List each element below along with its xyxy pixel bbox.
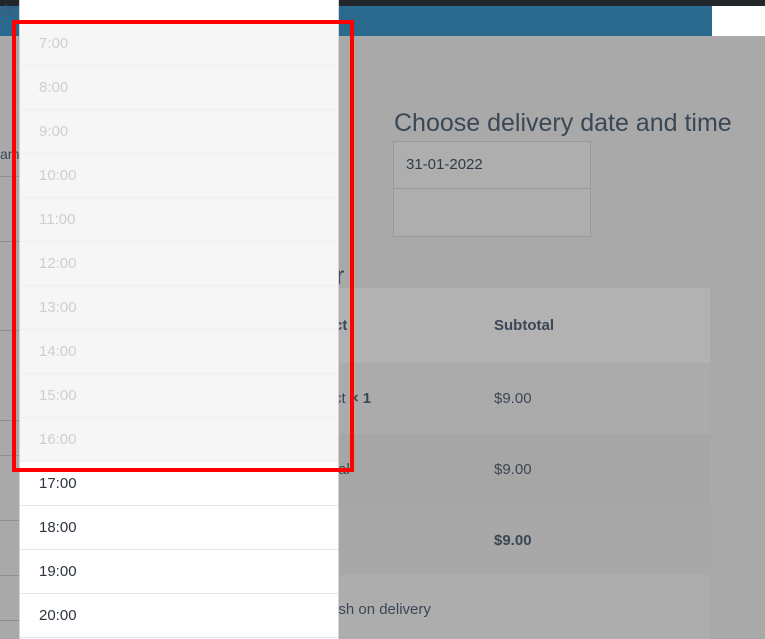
table-row: ct × 1 $9.00 <box>330 363 710 434</box>
delivery-time-input[interactable] <box>393 189 591 237</box>
dropdown-option-1400: 14:00 <box>20 330 338 374</box>
dropdown-option-800: 8:00 <box>20 66 338 110</box>
dropdown-option-700: 7:00 <box>20 22 338 66</box>
dropdown-option-1600: 16:00 <box>20 418 338 462</box>
dropdown-option-1800[interactable]: 18:00 <box>20 506 338 550</box>
divider <box>0 330 20 331</box>
dropdown-option-1100: 11:00 <box>20 198 338 242</box>
dropdown-top-padding <box>20 0 338 22</box>
cell-product: ct × 1 <box>330 390 494 407</box>
divider <box>0 420 20 421</box>
payment-method-label: ash on delivery <box>330 601 431 618</box>
product-quantity: × 1 <box>349 390 372 407</box>
header-link[interactable]: de <box>0 2 15 17</box>
dropdown-option-1900[interactable]: 19:00 <box>20 550 338 594</box>
product-name: ct <box>334 390 346 407</box>
dropdown-option-1000: 10:00 <box>20 154 338 198</box>
dropdown-option-900: 9:00 <box>20 110 338 154</box>
delivery-section-heading: Choose delivery date and time <box>394 108 732 137</box>
admin-bar <box>0 0 765 6</box>
divider <box>0 455 20 456</box>
table-row: tal $9.00 <box>330 434 710 505</box>
delivery-datetime-fields: 31-01-2022 <box>393 141 591 237</box>
table-header-row: ct Subtotal <box>330 288 710 363</box>
divider <box>0 241 20 242</box>
divider <box>0 575 20 576</box>
cell-subtotal: $9.00 <box>494 390 532 407</box>
payment-method-box[interactable] <box>330 575 710 639</box>
order-summary-table: ct Subtotal ct × 1 $9.00 tal $9.00 $9.00 <box>330 288 710 576</box>
dropdown-option-1500: 15:00 <box>20 374 338 418</box>
dropdown-option-1300: 13:00 <box>20 286 338 330</box>
table-row: $9.00 <box>330 505 710 576</box>
cell-total-value: $9.00 <box>494 532 532 549</box>
dropdown-option-1200: 12:00 <box>20 242 338 286</box>
column-header-product: ct <box>334 317 348 334</box>
divider <box>0 620 20 621</box>
dropdown-option-1700[interactable]: 17:00 <box>20 462 338 506</box>
column-header-subtotal: Subtotal <box>494 317 554 334</box>
divider <box>0 520 20 521</box>
delivery-time-dropdown-list[interactable]: 7:00 8:00 9:00 10:00 11:00 12:00 13:00 14:00 15:… <box>19 0 339 639</box>
dropdown-option-2000[interactable]: 20:00 <box>20 594 338 638</box>
cell-subtotal-value: $9.00 <box>494 461 532 478</box>
divider <box>0 176 20 177</box>
delivery-date-input[interactable]: 31-01-2022 <box>393 141 591 189</box>
cell-subtotal-label: tal <box>334 461 350 478</box>
